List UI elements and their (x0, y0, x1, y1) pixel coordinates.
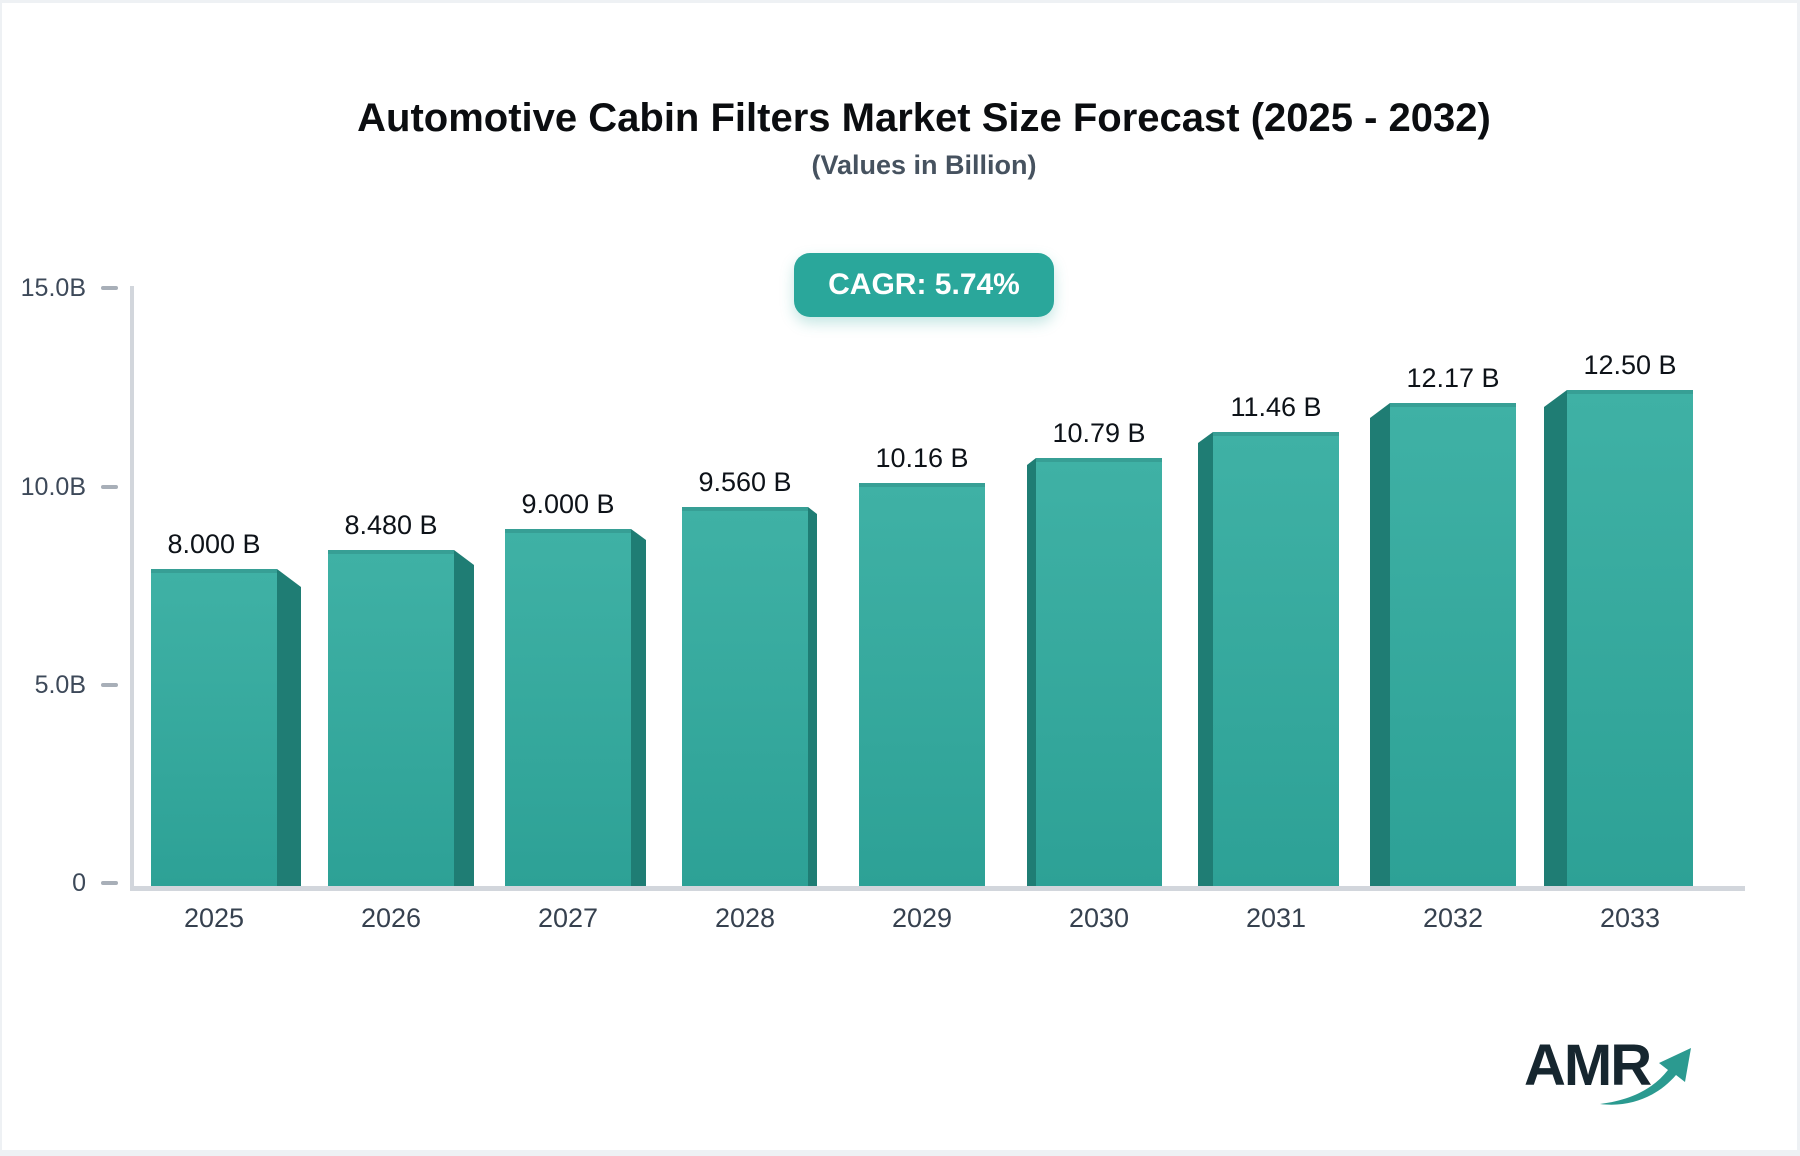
bar-group-2032 (1370, 403, 1516, 886)
x-axis-label-2027: 2027 (537, 903, 599, 933)
growth-arrow-icon (1600, 1048, 1691, 1105)
x-axis-label-2026: 2026 (360, 903, 422, 933)
x-axis-label-2029: 2029 (891, 903, 953, 933)
y-axis-tick-15.0B (101, 286, 118, 291)
cagr-badge: CAGR: 5.74% (794, 253, 1054, 317)
bar-group-2030 (1027, 458, 1162, 886)
bar-2029[interactable] (859, 483, 985, 886)
bar-group-2029 (859, 483, 985, 886)
bar-group-2031 (1198, 432, 1339, 886)
amr-logo: AMR (1524, 1032, 1724, 1122)
x-axis-line (130, 886, 1745, 891)
bar-side-2025 (277, 569, 301, 886)
bar-2028[interactable] (682, 507, 808, 886)
bar-value-label-2028: 9.560 B (698, 467, 792, 497)
bar-value-label-2026: 8.480 B (344, 510, 438, 540)
cagr-badge-row: CAGR: 5.74% (0, 253, 1800, 317)
bar-value-label-2025: 8.000 B (167, 529, 261, 559)
bar-group-2027 (505, 529, 646, 886)
bar-side-2027 (631, 529, 646, 886)
chart-subtitle: (Values in Billion) (811, 150, 1037, 180)
y-axis-tick-0 (101, 881, 118, 885)
bar-side-2033 (1544, 390, 1567, 886)
amr-logo-text: AMR (1524, 1033, 1652, 1098)
bar-value-label-2027: 9.000 B (521, 489, 615, 519)
bar-value-label-2031: 11.46 B (1230, 392, 1322, 422)
y-axis-tick-10.0B (101, 484, 118, 489)
bar-group-2025 (151, 569, 301, 886)
bar-side-2028 (808, 507, 817, 886)
y-axis-label-10.0B: 10.0B (20, 472, 86, 501)
y-axis-line (130, 286, 134, 890)
x-axis-label-2030: 2030 (1068, 903, 1130, 933)
bar-value-label-2032: 12.17 B (1406, 363, 1500, 393)
x-axis-label-2025: 2025 (183, 903, 245, 933)
bar-value-label-2030: 10.79 B (1052, 418, 1146, 448)
bar-side-2032 (1370, 403, 1390, 886)
bar-2027[interactable] (505, 529, 631, 886)
bar-group-2033 (1544, 390, 1693, 886)
y-axis-tick-5.0B (101, 682, 118, 687)
x-axis-label-2033: 2033 (1599, 903, 1661, 933)
bar-side-2031 (1198, 432, 1213, 886)
bar-2031[interactable] (1213, 432, 1339, 886)
bar-2033[interactable] (1567, 390, 1693, 886)
bar-value-label-2029: 10.16 B (875, 443, 969, 473)
y-axis-label-0: 0 (72, 869, 86, 897)
x-axis-label-2028: 2028 (714, 903, 776, 933)
bar-group-2026 (328, 550, 474, 886)
bar-side-2026 (454, 550, 474, 886)
y-axis-label-5.0B: 5.0B (34, 670, 86, 699)
x-axis-label-2032: 2032 (1422, 903, 1484, 933)
y-axis-label-15.0B: 15.0B (20, 274, 86, 303)
bar-2026[interactable] (328, 550, 454, 886)
bar-value-label-2033: 12.50 B (1583, 350, 1677, 380)
x-axis-label-2031: 2031 (1245, 903, 1307, 933)
bar-2025[interactable] (151, 569, 277, 886)
bar-group-2028 (682, 507, 817, 886)
bar-2030[interactable] (1036, 458, 1162, 886)
bar-2032[interactable] (1390, 403, 1516, 886)
chart-title: Automotive Cabin Filters Market Size For… (357, 96, 1491, 140)
bar-side-2030 (1027, 458, 1036, 886)
